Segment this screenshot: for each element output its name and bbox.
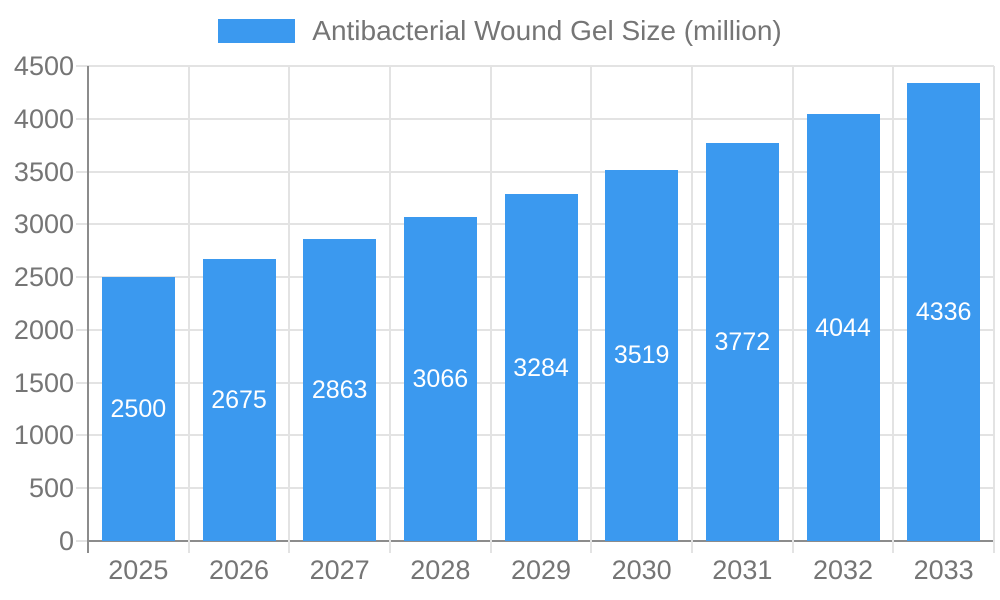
x-axis-baseline [88, 540, 994, 542]
x-gridline [993, 66, 995, 541]
y-tick-mark [76, 117, 88, 120]
bar-value-label: 3772 [714, 327, 771, 356]
x-tick-mark [590, 541, 593, 553]
x-axis-label: 2028 [410, 555, 471, 585]
y-gridline [88, 170, 994, 173]
y-tick-mark [76, 170, 88, 173]
bar-value-label: 4336 [915, 298, 972, 327]
y-axis-label: 3000 [13, 209, 74, 240]
x-tick-mark [288, 541, 291, 553]
x-gridline [791, 66, 794, 541]
x-axis-label: 2025 [108, 555, 169, 585]
bar-2032[interactable]: 4044 [806, 114, 880, 541]
x-gridline [489, 66, 492, 541]
bar-value-label: 3284 [513, 353, 569, 382]
x-axis-label: 2029 [510, 555, 572, 585]
y-axis-label: 2000 [13, 314, 74, 345]
y-gridline [88, 65, 994, 67]
y-axis-label: 2500 [13, 262, 74, 293]
x-gridline [288, 66, 291, 541]
y-axis-label: 0 [58, 526, 74, 556]
x-gridline [389, 66, 391, 541]
bar-2033[interactable]: 4336 [907, 83, 981, 541]
legend-swatch [218, 19, 296, 43]
x-axis-label: 2027 [309, 555, 370, 585]
x-gridline [892, 66, 895, 541]
x-axis-label: 2033 [913, 555, 974, 585]
bar-value-label: 2500 [110, 395, 167, 424]
y-tick-mark [76, 276, 88, 279]
x-axis-label: 2031 [712, 555, 773, 585]
x-axis-label: 2030 [611, 555, 672, 585]
y-tick-mark [76, 223, 88, 226]
x-axis-label: 2032 [812, 555, 874, 585]
x-tick-mark [187, 541, 190, 553]
bar-2029[interactable]: 3284 [504, 194, 578, 541]
y-tick-mark [76, 328, 88, 331]
x-tick-mark [691, 541, 693, 553]
bar-value-label: 3066 [412, 365, 469, 394]
y-gridline [88, 117, 994, 120]
y-tick-mark [76, 381, 88, 384]
bar-2025[interactable]: 2500 [101, 277, 175, 541]
bar-2028[interactable]: 3066 [403, 217, 477, 541]
y-tick-mark [76, 65, 88, 67]
x-axis-label: 2026 [208, 555, 270, 585]
y-tick-mark [76, 487, 88, 490]
x-gridline [691, 66, 693, 541]
bar-2031[interactable]: 3772 [705, 142, 779, 541]
bar-value-label: 3519 [613, 341, 670, 370]
bar-value-label: 2675 [211, 385, 267, 414]
y-axis-label: 1500 [13, 367, 74, 398]
y-axis-label: 500 [28, 473, 74, 504]
x-tick-mark [892, 541, 895, 553]
y-tick-mark [76, 540, 88, 542]
y-axis-label: 3500 [13, 156, 74, 187]
x-gridline [590, 66, 593, 541]
bar-value-label: 2863 [311, 375, 368, 404]
x-tick-mark [489, 541, 492, 553]
x-tick-mark [993, 541, 995, 553]
x-tick-mark [791, 541, 794, 553]
x-gridline [187, 66, 190, 541]
y-axis-label: 1000 [13, 420, 74, 451]
legend-label: Antibacterial Wound Gel Size (million) [312, 15, 782, 46]
bar-2026[interactable]: 2675 [202, 258, 276, 541]
bar-2030[interactable]: 3519 [605, 169, 679, 541]
x-tick-mark [389, 541, 391, 553]
y-axis-line [87, 66, 89, 553]
bar-2027[interactable]: 2863 [303, 238, 377, 541]
bar-value-label: 4044 [815, 313, 871, 342]
y-axis-label: 4500 [13, 51, 74, 81]
legend: Antibacterial Wound Gel Size (million) [0, 14, 1000, 48]
y-axis-label: 4000 [13, 103, 74, 134]
y-tick-mark [76, 434, 88, 437]
